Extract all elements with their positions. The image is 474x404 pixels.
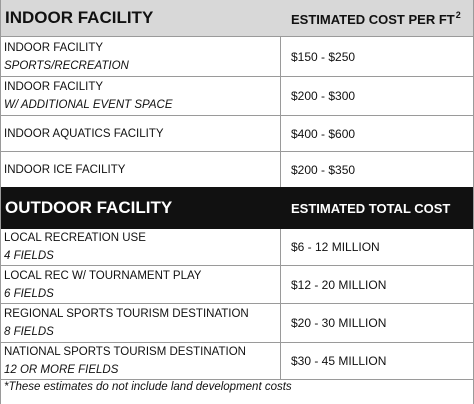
facility-cell: INDOOR ICE FACILITY [1, 152, 281, 187]
indoor-row: INDOOR FACILITY SPORTS/RECREATION $150 -… [1, 37, 473, 77]
facility-cell: LOCAL RECREATION USE 4 FIELDS [1, 229, 281, 265]
facility-cell: LOCAL REC W/ TOURNAMENT PLAY 6 FIELDS [1, 266, 281, 303]
cost-cell: $6 - 12 MILLION [291, 240, 380, 254]
facility-cell: INDOOR FACILITY W/ ADDITIONAL EVENT SPAC… [1, 77, 281, 115]
indoor-cost-header-label: ESTIMATED COST PER FT [291, 11, 455, 27]
cost-cell: $150 - $250 [291, 49, 356, 64]
cost-cell: $30 - 45 MILLION [291, 354, 387, 368]
indoor-row: INDOOR ICE FACILITY $200 - $350 [1, 152, 473, 187]
outdoor-row: REGIONAL SPORTS TOURISM DESTINATION 8 FI… [1, 304, 473, 343]
facility-name: LOCAL RECREATION USE [4, 232, 146, 244]
indoor-cost-header-sup: 2 [455, 9, 461, 20]
facility-cell: NATIONAL SPORTS TOURISM DESTINATION 12 O… [1, 343, 281, 379]
outdoor-header-row: OUTDOOR FACILITY ESTIMATED TOTAL COST [1, 187, 473, 229]
indoor-cost-header: ESTIMATED COST PER FT2 [281, 10, 473, 27]
cost-cell: $400 - $600 [291, 126, 356, 141]
facility-detail: 6 FIELDS [4, 287, 54, 300]
footnote: *These estimates do not include land dev… [4, 381, 292, 393]
outdoor-header-title: OUTDOOR FACILITY [5, 198, 173, 217]
outdoor-cost-header: ESTIMATED TOTAL COST [291, 200, 451, 216]
outdoor-row: LOCAL RECREATION USE 4 FIELDS $6 - 12 MI… [1, 229, 473, 266]
indoor-header-row: INDOOR FACILITY ESTIMATED COST PER FT2 [1, 0, 473, 37]
facility-name: INDOOR FACILITY [4, 81, 104, 93]
facility-name: INDOOR AQUATICS FACILITY [4, 127, 164, 140]
facility-detail: SPORTS/RECREATION [4, 59, 129, 72]
facility-cell: REGIONAL SPORTS TOURISM DESTINATION 8 FI… [1, 304, 281, 342]
outdoor-row: LOCAL REC W/ TOURNAMENT PLAY 6 FIELDS $1… [1, 266, 473, 304]
facility-name: LOCAL REC W/ TOURNAMENT PLAY [4, 269, 202, 282]
facility-name: REGIONAL SPORTS TOURISM DESTINATION [4, 308, 249, 320]
facility-name: INDOOR FACILITY [4, 41, 104, 54]
cost-cell: $20 - 30 MILLION [291, 316, 387, 330]
facility-detail: 4 FIELDS [4, 250, 54, 262]
facility-name: NATIONAL SPORTS TOURISM DESTINATION [4, 346, 246, 358]
indoor-header-title: INDOOR FACILITY [5, 8, 154, 27]
cost-cell: $12 - 20 MILLION [291, 277, 387, 292]
indoor-row: INDOOR FACILITY W/ ADDITIONAL EVENT SPAC… [1, 77, 473, 116]
indoor-row: INDOOR AQUATICS FACILITY $400 - $600 [1, 116, 473, 152]
facility-detail: W/ ADDITIONAL EVENT SPACE [4, 99, 173, 111]
cost-cell: $200 - $300 [291, 89, 356, 103]
cost-cell: $200 - $350 [291, 162, 356, 177]
facility-cell: INDOOR AQUATICS FACILITY [1, 116, 281, 151]
facility-cell: INDOOR FACILITY SPORTS/RECREATION [1, 37, 281, 76]
facility-name: INDOOR ICE FACILITY [4, 163, 126, 176]
facility-detail: 12 OR MORE FIELDS [4, 364, 119, 376]
facility-detail: 8 FIELDS [4, 326, 54, 338]
outdoor-row: NATIONAL SPORTS TOURISM DESTINATION 12 O… [1, 343, 473, 380]
